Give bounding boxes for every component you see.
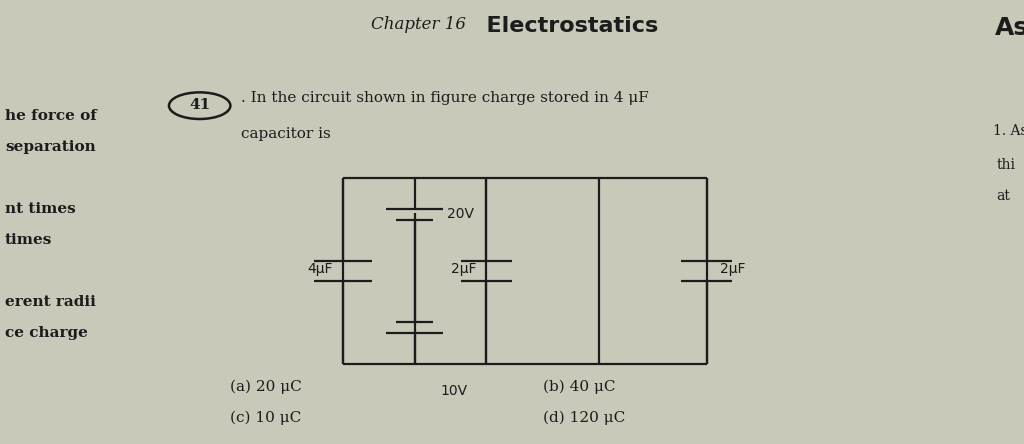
Text: capacitor is: capacitor is xyxy=(241,127,331,141)
Text: (c) 10 μC: (c) 10 μC xyxy=(230,411,302,425)
Text: 2μF: 2μF xyxy=(720,262,745,276)
Text: at: at xyxy=(996,189,1011,203)
Text: he force of: he force of xyxy=(5,109,97,123)
Text: 41: 41 xyxy=(189,98,210,112)
Text: 2μF: 2μF xyxy=(451,262,476,276)
Text: (d) 120 μC: (d) 120 μC xyxy=(543,411,625,425)
Text: 20V: 20V xyxy=(447,207,474,221)
Text: Electrostatics: Electrostatics xyxy=(471,16,658,36)
Text: erent radii: erent radii xyxy=(5,295,96,309)
Text: Chapter 16: Chapter 16 xyxy=(371,16,466,32)
Text: . In the circuit shown in figure charge stored in 4 μF: . In the circuit shown in figure charge … xyxy=(241,91,648,105)
Text: times: times xyxy=(5,233,52,247)
Text: 1. Ass: 1. Ass xyxy=(993,124,1024,139)
Text: thi: thi xyxy=(996,158,1016,172)
Text: nt times: nt times xyxy=(5,202,76,216)
Text: 10V: 10V xyxy=(440,384,467,398)
Text: (a) 20 μC: (a) 20 μC xyxy=(230,380,302,394)
Text: (b) 40 μC: (b) 40 μC xyxy=(543,380,615,394)
Text: ce charge: ce charge xyxy=(5,326,88,341)
Text: separation: separation xyxy=(5,140,96,154)
Text: Ass: Ass xyxy=(995,16,1024,40)
Text: 4μF: 4μF xyxy=(307,262,333,276)
